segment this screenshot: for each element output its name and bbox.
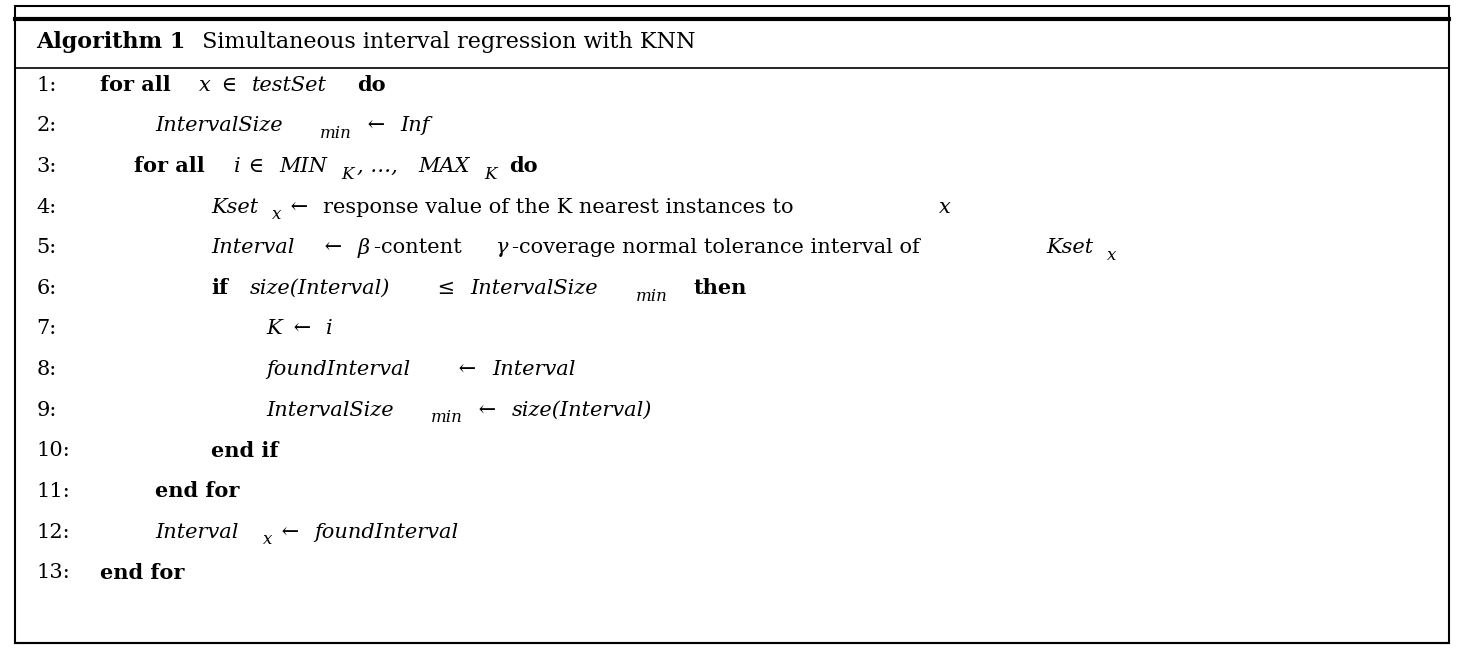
- Text: Interval: Interval: [155, 522, 239, 541]
- Text: response value of the K nearest instances to: response value of the K nearest instance…: [324, 197, 801, 217]
- Text: MAX: MAX: [419, 157, 470, 176]
- Text: -content: -content: [373, 238, 468, 257]
- Text: IntervalSize: IntervalSize: [470, 279, 599, 298]
- Text: 8:: 8:: [37, 360, 57, 379]
- Text: if: if: [211, 278, 228, 299]
- Text: γ: γ: [495, 238, 508, 257]
- Text: 11:: 11:: [37, 482, 70, 501]
- Text: ≤: ≤: [430, 279, 461, 298]
- Text: do: do: [509, 156, 537, 177]
- Text: Interval: Interval: [211, 238, 294, 257]
- Text: for all: for all: [100, 75, 170, 95]
- Text: 4:: 4:: [37, 197, 57, 217]
- Text: testSet: testSet: [252, 76, 326, 95]
- Text: 10:: 10:: [37, 441, 70, 460]
- Text: 3:: 3:: [37, 157, 57, 176]
- Text: K: K: [266, 319, 283, 338]
- Text: 5:: 5:: [37, 238, 57, 257]
- Text: Kset: Kset: [1047, 238, 1094, 257]
- Text: min: min: [319, 125, 351, 142]
- Text: β: β: [359, 238, 370, 258]
- Text: foundInterval: foundInterval: [266, 360, 410, 379]
- Text: min: min: [635, 288, 668, 304]
- Text: Kset: Kset: [211, 197, 258, 217]
- Text: ←: ←: [452, 360, 483, 379]
- Text: i: i: [234, 157, 240, 176]
- Text: MIN: MIN: [280, 157, 326, 176]
- Text: 6:: 6:: [37, 279, 57, 298]
- Text: size(Interval): size(Interval): [512, 400, 653, 420]
- Text: for all: for all: [133, 156, 205, 177]
- Text: foundInterval: foundInterval: [315, 522, 458, 541]
- Text: Interval: Interval: [492, 360, 575, 379]
- Text: 9:: 9:: [37, 400, 57, 420]
- Text: 12:: 12:: [37, 522, 70, 541]
- Text: ←: ←: [362, 116, 392, 135]
- Text: ←: ←: [473, 400, 504, 420]
- Text: x: x: [1107, 247, 1117, 264]
- Text: 1:: 1:: [37, 76, 57, 95]
- Text: 13:: 13:: [37, 563, 70, 582]
- Text: x: x: [199, 76, 211, 95]
- Text: ←: ←: [284, 197, 315, 217]
- Text: Inf: Inf: [401, 116, 430, 135]
- Text: ∈: ∈: [242, 157, 271, 176]
- Text: do: do: [357, 75, 385, 95]
- FancyBboxPatch shape: [15, 6, 1449, 643]
- Text: Simultaneous interval regression with KNN: Simultaneous interval regression with KN…: [195, 31, 695, 53]
- Text: size(Interval): size(Interval): [250, 279, 391, 298]
- Text: then: then: [694, 278, 747, 299]
- Text: K: K: [341, 165, 353, 183]
- Text: ∈: ∈: [215, 76, 243, 95]
- Text: end for: end for: [155, 482, 240, 502]
- Text: min: min: [430, 410, 463, 426]
- Text: ←: ←: [287, 319, 318, 338]
- Text: K: K: [485, 165, 496, 183]
- Text: x: x: [938, 197, 950, 217]
- Text: end if: end if: [211, 441, 278, 461]
- Text: ←: ←: [318, 238, 348, 257]
- Text: -coverage normal tolerance interval of: -coverage normal tolerance interval of: [511, 238, 927, 257]
- Text: ←: ←: [275, 522, 306, 541]
- Text: Algorithm 1: Algorithm 1: [37, 31, 186, 53]
- Text: 7:: 7:: [37, 319, 57, 338]
- Text: i: i: [326, 319, 332, 338]
- Text: , …,: , …,: [357, 157, 404, 176]
- Text: IntervalSize: IntervalSize: [266, 400, 394, 420]
- Text: end for: end for: [100, 563, 184, 583]
- Text: x: x: [272, 206, 281, 223]
- Text: IntervalSize: IntervalSize: [155, 116, 283, 135]
- Text: x: x: [262, 532, 272, 548]
- Text: 2:: 2:: [37, 116, 57, 135]
